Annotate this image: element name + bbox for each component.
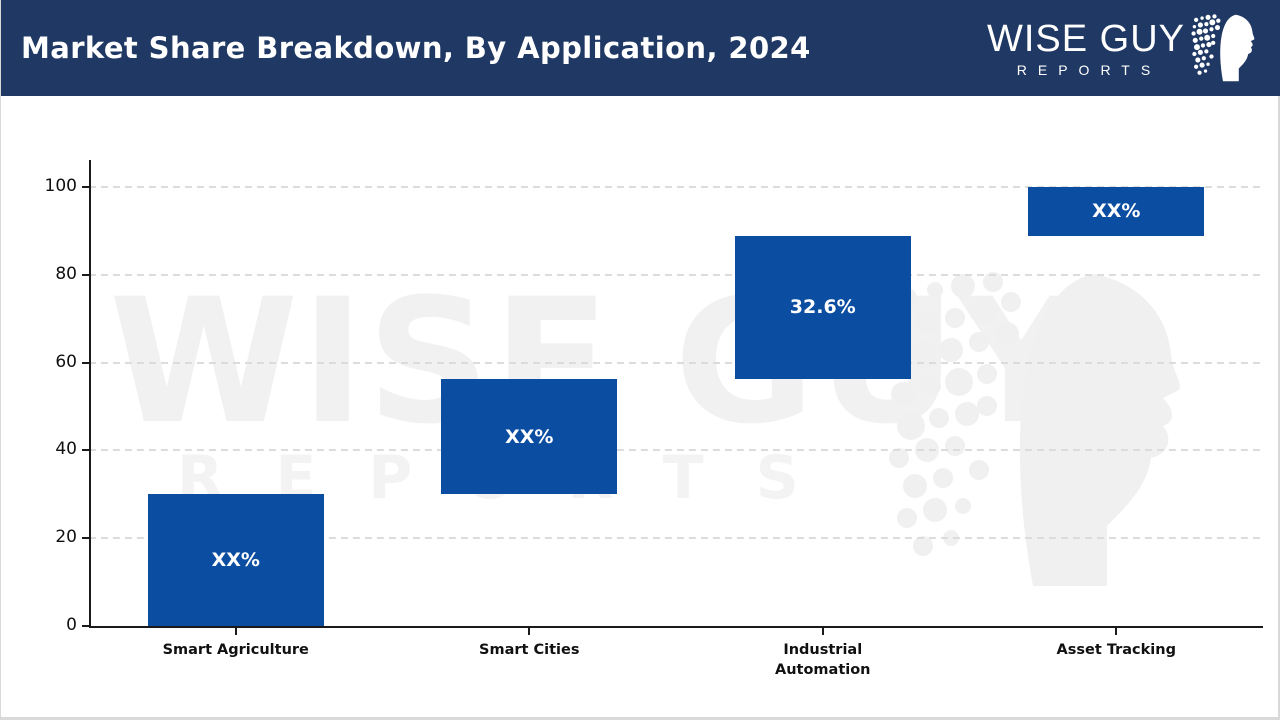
y-tick-label: 0 bbox=[66, 615, 77, 635]
bar: XX% bbox=[1028, 187, 1205, 236]
x-category-label: Asset Tracking bbox=[1056, 642, 1176, 658]
y-tick-label: 100 bbox=[44, 176, 77, 196]
y-tick-label: 60 bbox=[55, 351, 77, 372]
wiseguy-logo-text: WISE GUY REPORTS bbox=[987, 20, 1185, 77]
wiseguy-logo: WISE GUY REPORTS bbox=[987, 9, 1255, 87]
bar: 32.6% bbox=[734, 235, 911, 379]
y-axis-tick bbox=[82, 186, 89, 188]
logo-wordmark: WISE GUY bbox=[986, 17, 1185, 60]
grid-line bbox=[89, 449, 1263, 452]
y-axis bbox=[89, 160, 91, 628]
y-tick-label: 20 bbox=[55, 527, 77, 548]
grid-line bbox=[89, 361, 1263, 364]
wiseguy-face-icon bbox=[1191, 9, 1255, 87]
y-tick-label: 40 bbox=[55, 439, 77, 460]
x-axis-tick bbox=[234, 628, 237, 635]
app-header: Market Share Breakdown, By Application, … bbox=[1, 0, 1280, 96]
y-axis-tick bbox=[82, 449, 89, 452]
grid-line bbox=[89, 537, 1263, 540]
x-category-label: Smart Agriculture bbox=[162, 642, 309, 658]
y-tick-label: 80 bbox=[55, 263, 77, 284]
y-axis-tick bbox=[82, 625, 89, 627]
x-axis-tick bbox=[821, 628, 824, 635]
bar-value-label: 32.6% bbox=[789, 296, 856, 319]
x-axis-tick bbox=[528, 628, 531, 635]
bar-value-label: XX% bbox=[1092, 200, 1141, 223]
bar-value-label: XX% bbox=[505, 425, 554, 448]
bar: XX% bbox=[147, 494, 324, 626]
grid-line bbox=[89, 273, 1263, 276]
bar: XX% bbox=[441, 378, 618, 495]
x-category-label: Smart Cities bbox=[479, 642, 580, 658]
x-axis bbox=[89, 626, 1263, 628]
logo-subtitle: REPORTS bbox=[1016, 61, 1162, 78]
bar-value-label: XX% bbox=[211, 549, 260, 572]
page-title: Market Share Breakdown, By Application, … bbox=[21, 31, 811, 65]
y-axis-tick bbox=[82, 361, 89, 364]
watermark-face-icon bbox=[883, 224, 1183, 636]
x-category-label: Industrial Automation bbox=[774, 642, 871, 679]
grid-line bbox=[89, 186, 1263, 188]
y-axis-tick bbox=[82, 537, 89, 540]
y-axis-tick bbox=[82, 273, 89, 276]
x-axis-tick bbox=[1115, 628, 1118, 635]
